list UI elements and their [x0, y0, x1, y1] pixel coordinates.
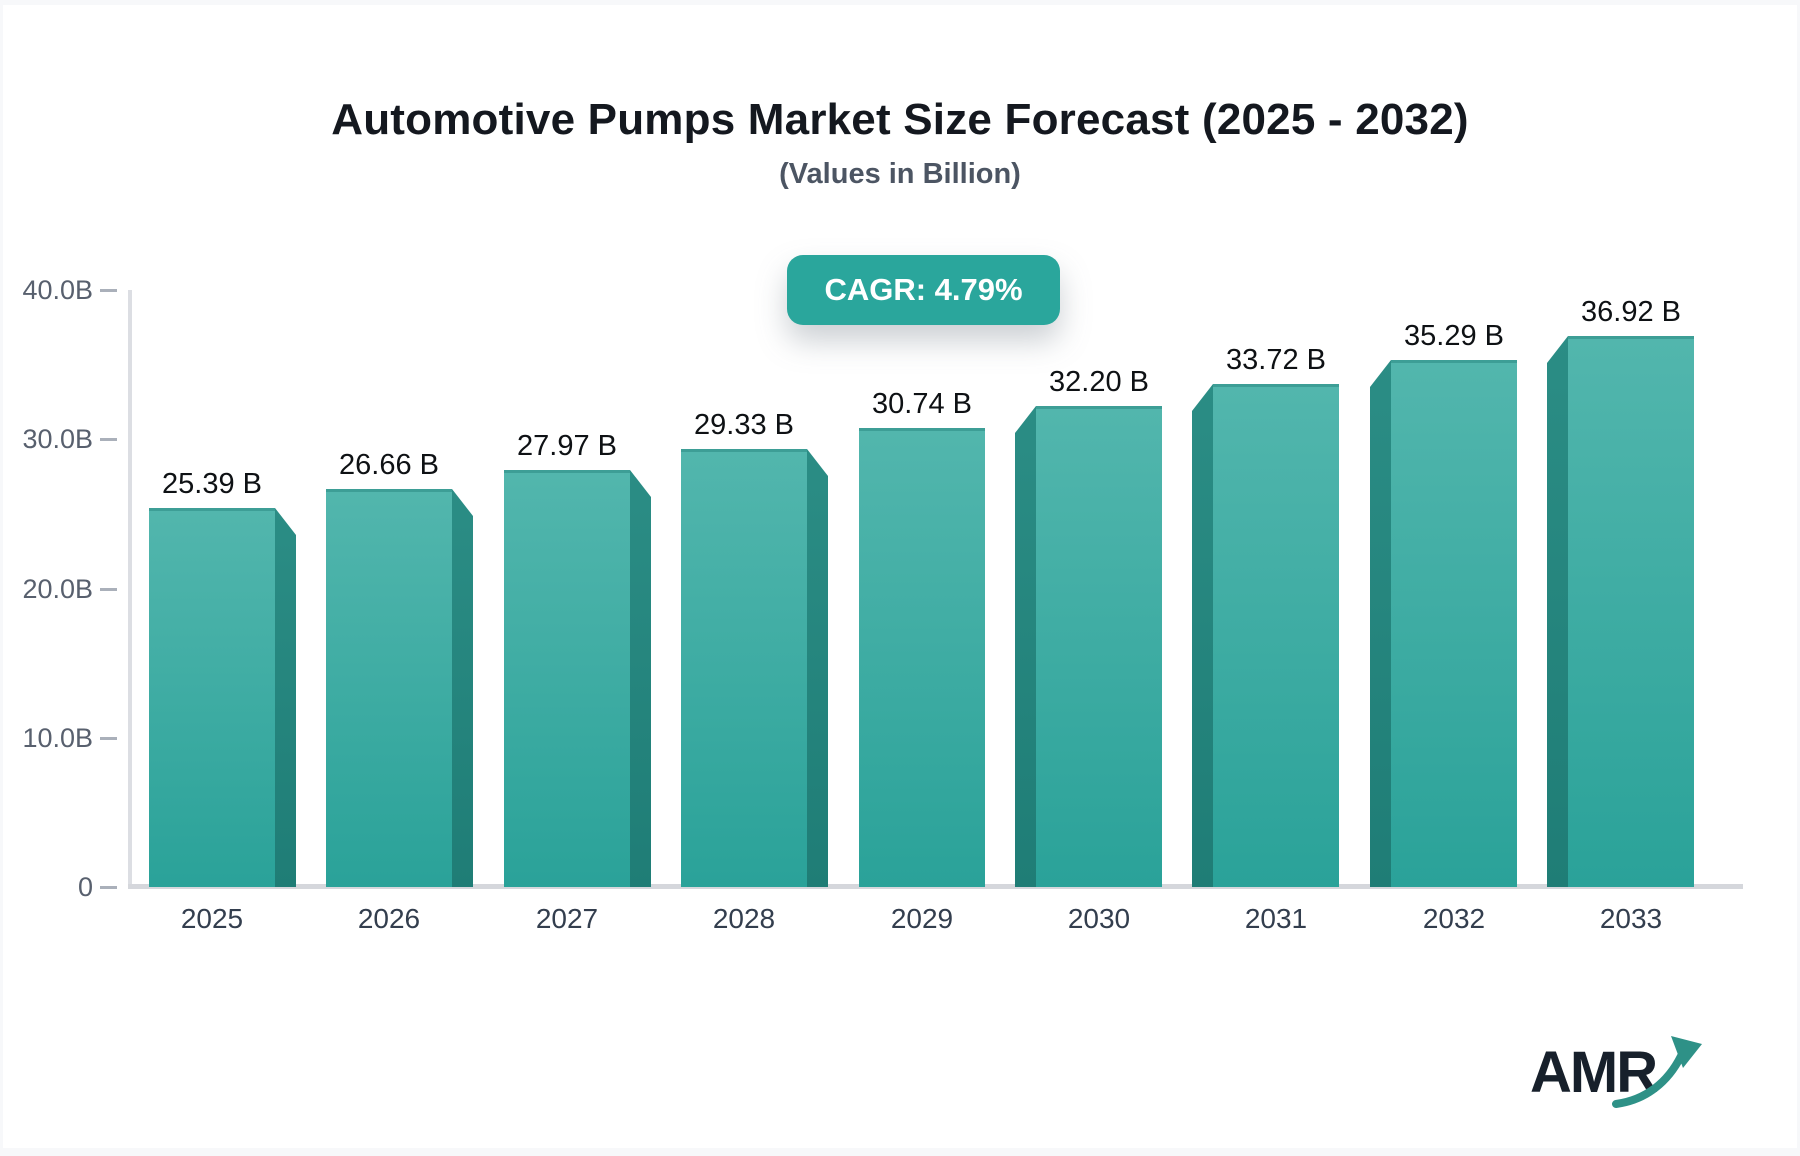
- bar-value-label-2033: 36.92 B: [1581, 296, 1681, 328]
- bar-2026: [326, 489, 452, 887]
- bar-side-2025: [275, 508, 296, 887]
- bar-side-2028: [807, 449, 828, 887]
- bar-value-label-2028: 29.33 B: [694, 409, 794, 441]
- x-tick-label-2029: 2029: [890, 903, 954, 934]
- x-tick-label-2026: 2026: [357, 903, 421, 934]
- x-tick-label-2031: 2031: [1244, 903, 1308, 934]
- bar-value-label-2031: 33.72 B: [1226, 344, 1326, 376]
- bar-value-label-2032: 35.29 B: [1404, 320, 1504, 352]
- y-tick-mark: [100, 886, 117, 889]
- bar-side-2032: [1370, 360, 1391, 887]
- y-tick-mark: [100, 737, 117, 740]
- growth-arrow-icon: [1612, 1036, 1702, 1108]
- y-tick-mark: [100, 289, 117, 292]
- bar-side-2033: [1547, 336, 1568, 887]
- x-tick-label-2033: 2033: [1599, 903, 1663, 934]
- y-tick-label: 30.0B: [22, 424, 93, 454]
- y-tick-label: 10.0B: [22, 723, 93, 753]
- bar-side-2031: [1192, 384, 1213, 887]
- bar-side-2030: [1015, 406, 1036, 887]
- bar-2025: [149, 508, 275, 887]
- bar-2031: [1213, 384, 1339, 887]
- bar-2027: [504, 470, 630, 887]
- bar-value-label-2026: 26.66 B: [339, 449, 439, 481]
- bar-value-label-2030: 32.20 B: [1049, 366, 1149, 398]
- y-axis-line: [128, 290, 132, 885]
- chart-title: Automotive Pumps Market Size Forecast (2…: [331, 95, 1469, 144]
- x-tick-label-2027: 2027: [535, 903, 599, 934]
- x-tick-label-2028: 2028: [712, 903, 776, 934]
- bar-2028: [681, 449, 807, 887]
- cagr-badge-label: CAGR: 4.79%: [824, 272, 1023, 307]
- y-tick-label: 0: [77, 872, 93, 902]
- y-tick-mark: [100, 438, 117, 441]
- bar-side-2027: [630, 470, 651, 887]
- bar-value-label-2029: 30.74 B: [872, 388, 972, 420]
- amr-logo: AMR: [1530, 1036, 1702, 1108]
- y-tick-label: 40.0B: [22, 275, 93, 305]
- y-tick-mark: [100, 588, 117, 591]
- bar-2029: [859, 428, 985, 887]
- bar-2030: [1036, 406, 1162, 887]
- x-tick-label-2032: 2032: [1422, 903, 1486, 934]
- chart-subtitle: (Values in Billion): [779, 158, 1021, 190]
- x-tick-label-2025: 2025: [180, 903, 244, 934]
- cagr-badge: CAGR: 4.79%: [787, 255, 1060, 325]
- bar-value-label-2027: 27.97 B: [517, 430, 617, 462]
- y-tick-label: 20.0B: [22, 574, 93, 604]
- x-tick-label-2030: 2030: [1067, 903, 1131, 934]
- bar-side-2026: [452, 489, 473, 887]
- bar-2032: [1391, 360, 1517, 887]
- bar-2033: [1568, 336, 1694, 887]
- bar-value-label-2025: 25.39 B: [162, 468, 262, 500]
